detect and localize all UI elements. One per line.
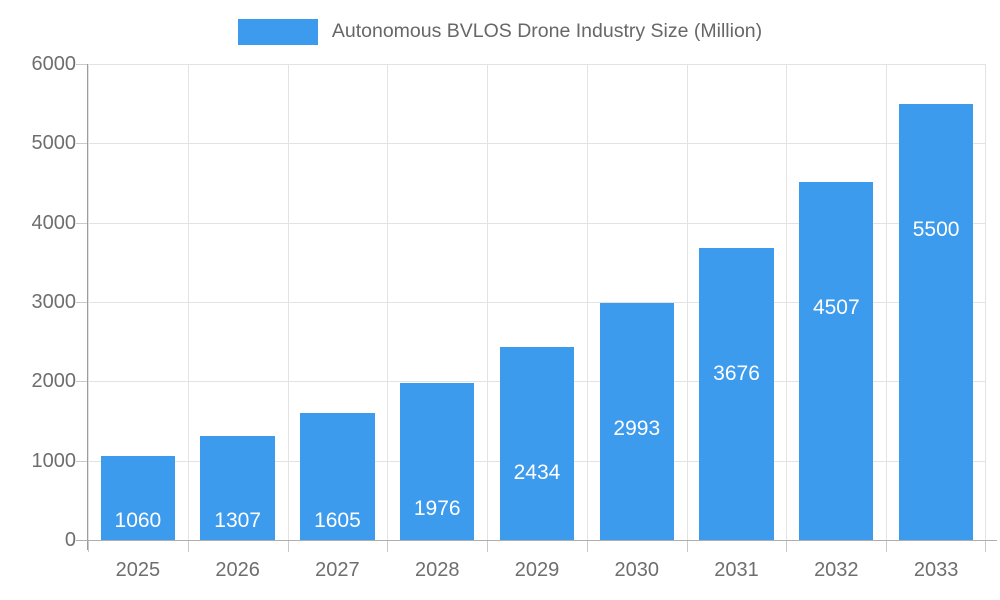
gridline-vertical (387, 64, 388, 540)
x-axis-tick-mark (487, 541, 488, 552)
x-axis-tick-label: 2026 (215, 559, 260, 581)
legend-color-swatch[interactable] (237, 19, 318, 45)
gridline-horizontal (88, 302, 986, 303)
bar-value-label: 1307 (214, 509, 261, 532)
bar[interactable]: 4507 (799, 182, 874, 540)
x-axis-tick-mark (88, 541, 89, 552)
gridline-vertical (487, 64, 488, 540)
bar[interactable]: 1060 (100, 455, 176, 540)
x-axis-tick-label: 2031 (714, 559, 759, 581)
x-axis-tick-mark (687, 541, 688, 552)
x-axis-tick-label: 2029 (514, 559, 560, 581)
x-axis-tick-mark (288, 541, 289, 552)
y-axis-tick-label: 6000 (31, 53, 77, 75)
bar[interactable]: 1605 (300, 412, 375, 540)
x-axis-tick-mark (387, 541, 388, 552)
x-axis-tick-mark (886, 541, 887, 552)
x-axis-tick-label: 2032 (814, 559, 859, 581)
bar-value-label: 2993 (613, 416, 661, 440)
gridline-vertical (88, 64, 89, 540)
bar[interactable]: 1976 (400, 383, 475, 540)
x-axis-tick-label: 2028 (414, 559, 460, 581)
gridline-horizontal (88, 222, 986, 224)
x-axis-tick-label: 2027 (315, 559, 360, 581)
y-axis-tick-mark (76, 143, 87, 145)
gridline-horizontal (88, 143, 986, 145)
bar-value-label: 3676 (713, 362, 760, 386)
bar[interactable]: 2993 (599, 302, 674, 540)
y-axis-tick-label: 3000 (31, 291, 77, 313)
y-axis-tick-label: 0 (64, 529, 76, 551)
plot-area: 1060 1307 1605 1976 2434 2993 3676 4507 5500 (88, 64, 986, 541)
bar[interactable]: 1307 (200, 436, 275, 540)
x-axis-tick-label: 2033 (913, 559, 959, 581)
y-axis-tick-label: 1000 (31, 449, 77, 472)
x-axis-tick-label: 2030 (614, 559, 660, 581)
x-axis-tick-mark (985, 541, 986, 552)
legend-label: Autonomous BVLOS Drone Industry Size (Mi… (331, 20, 763, 43)
x-axis-tick-mark (786, 541, 787, 552)
bar[interactable]: 3676 (699, 248, 774, 540)
bar-value-label: 4507 (812, 296, 860, 320)
y-axis-tick-mark (76, 222, 87, 224)
gridline-vertical (687, 64, 688, 540)
x-axis-tick-label: 2025 (115, 559, 161, 581)
y-axis-tick-mark (76, 460, 87, 462)
y-axis-tick-label: 4000 (31, 211, 77, 234)
bar-value-label: 1060 (114, 509, 162, 532)
bar-value-label: 5500 (912, 217, 960, 241)
y-axis-tick-mark (76, 302, 87, 303)
gridline-vertical (786, 64, 787, 540)
chart-legend: Autonomous BVLOS Drone Industry Size (Mi… (0, 14, 1000, 50)
x-axis-tick-mark (188, 541, 189, 552)
y-axis-tick-label: 2000 (31, 370, 77, 393)
y-axis-tick-mark (76, 381, 87, 383)
y-axis-line (87, 64, 88, 550)
gridline-vertical (288, 64, 289, 540)
gridline-vertical (587, 64, 588, 540)
bar[interactable]: 2434 (499, 346, 575, 540)
y-axis-tick-label: 5000 (31, 132, 77, 155)
bar-value-label: 2434 (513, 460, 561, 484)
x-axis-tick-mark (587, 541, 588, 552)
gridline-vertical (886, 64, 887, 540)
bar-value-label: 1976 (413, 497, 461, 521)
y-axis-tick-mark (76, 64, 87, 65)
bar-value-label: 1605 (314, 509, 361, 532)
gridline-horizontal (88, 64, 986, 65)
gridline-vertical (985, 64, 986, 540)
x-axis-line (76, 540, 997, 541)
gridline-vertical (188, 64, 189, 540)
bar[interactable]: 5500 (898, 103, 974, 540)
